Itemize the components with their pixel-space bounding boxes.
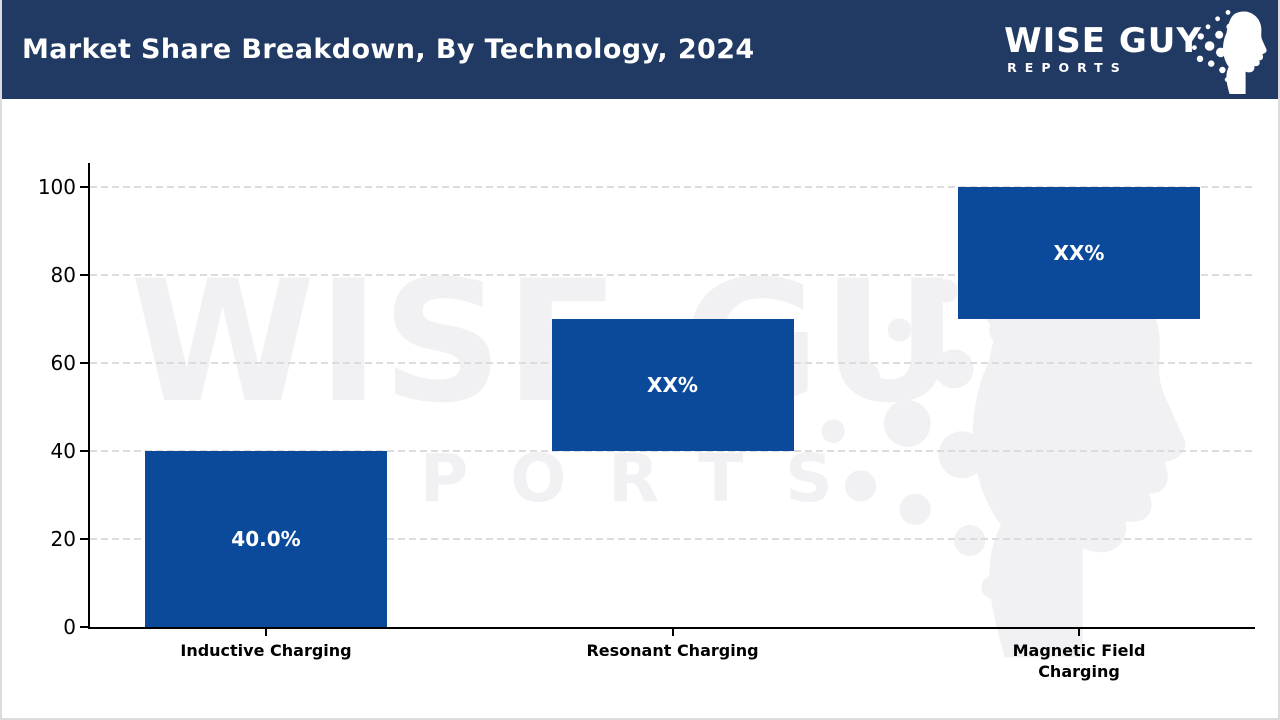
brand-logo: WISE GUY REPORTS	[1004, 6, 1268, 94]
y-tick-label: 80	[50, 263, 76, 287]
y-tick-label: 20	[50, 527, 76, 551]
y-axis-line	[88, 163, 90, 629]
x-tick	[1078, 629, 1080, 636]
y-tick	[80, 626, 88, 628]
bar-value-label: 40.0%	[231, 527, 301, 551]
bar-value-label: XX%	[1053, 241, 1105, 265]
y-tick-label: 40	[50, 439, 76, 463]
bar: XX%	[958, 187, 1200, 319]
x-axis-line	[88, 627, 1255, 629]
category-label: Magnetic Field Charging	[1012, 641, 1146, 682]
gridline	[90, 450, 1255, 452]
y-tick	[80, 362, 88, 364]
y-tick	[80, 538, 88, 540]
gridline	[90, 274, 1255, 276]
logo-subtitle: REPORTS	[1007, 60, 1128, 76]
brand-logo-text: WISE GUY REPORTS	[1004, 24, 1202, 75]
x-tick	[265, 629, 267, 636]
y-tick	[80, 450, 88, 452]
chart-title: Market Share Breakdown, By Technology, 2…	[22, 34, 755, 65]
y-tick	[80, 274, 88, 276]
header: Market Share Breakdown, By Technology, 2…	[2, 0, 1278, 99]
bar: XX%	[551, 319, 794, 451]
x-tick	[671, 629, 674, 636]
bar: 40.0%	[145, 451, 387, 627]
logo-wordmark: WISE GUY	[1004, 21, 1202, 62]
y-tick-label: 100	[37, 175, 76, 199]
y-tick-label: 0	[63, 615, 76, 639]
gridline	[90, 538, 1255, 540]
y-tick-label: 60	[50, 351, 76, 375]
gridline	[90, 186, 1255, 188]
category-label: Inductive Charging	[180, 641, 352, 660]
category-label: Resonant Charging	[586, 641, 759, 660]
bar-value-label: XX%	[647, 373, 698, 397]
y-tick	[80, 186, 88, 188]
